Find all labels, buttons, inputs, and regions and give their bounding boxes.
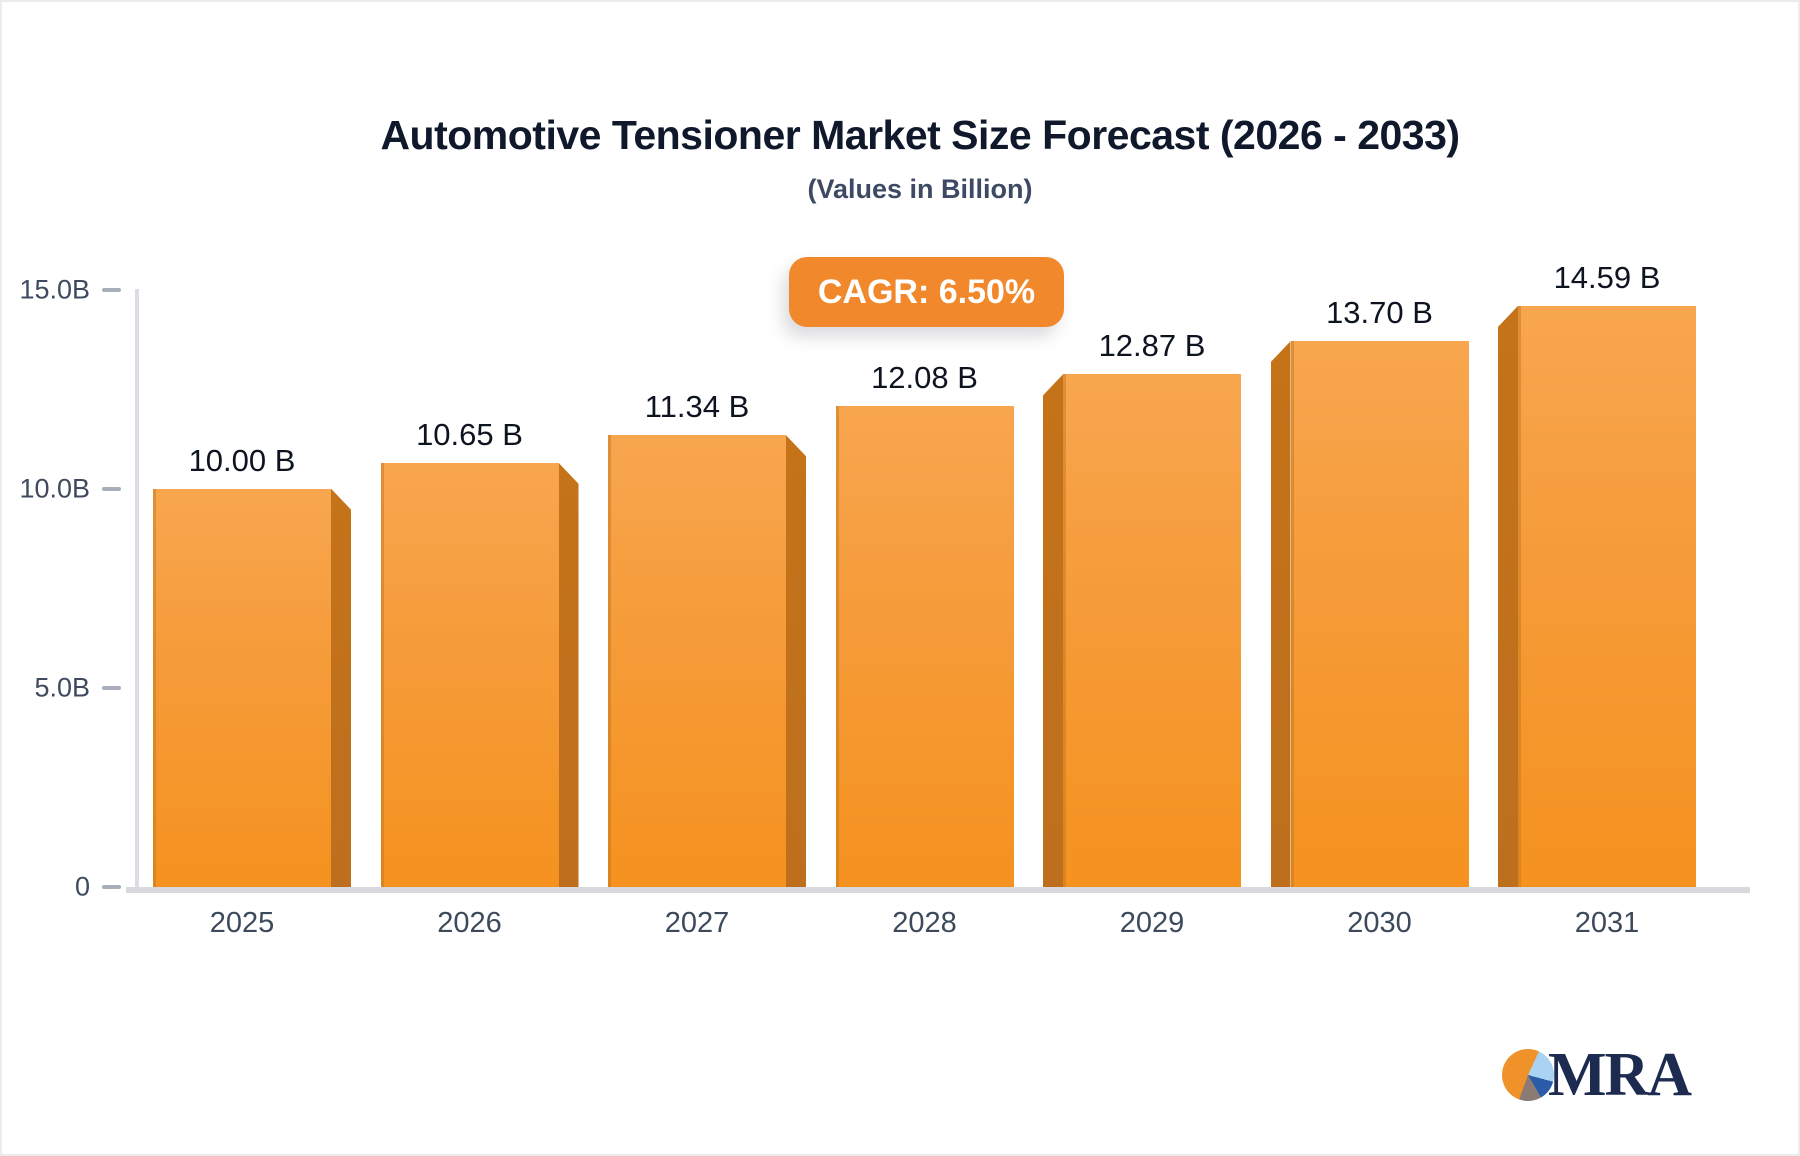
y-axis-tick-label: 10.0B (19, 473, 90, 504)
bar-2028 (835, 405, 1014, 890)
x-axis-label-2027: 2027 (664, 907, 730, 939)
bar-value-label-2031: 14.59 B (1553, 259, 1661, 295)
bar-2025-3d-side (331, 488, 351, 890)
x-axis-label-2028: 2028 (892, 907, 957, 939)
y-axis-tick-label: 0 (74, 871, 90, 902)
bar-2029-3d-side (1043, 374, 1063, 890)
bar-value-label-2026: 10.65 B (416, 416, 523, 452)
x-axis-label-2026: 2026 (437, 907, 502, 939)
y-axis-tick-mark (102, 685, 121, 690)
x-axis-label-2029: 2029 (1119, 907, 1185, 939)
cagr-badge: CAGR: 6.50% (789, 257, 1064, 327)
x-axis-label-2030: 2030 (1347, 907, 1412, 939)
y-axis-tick-mark (102, 287, 121, 292)
bar-2029 (1063, 374, 1241, 890)
brand-logo-text: MRA (1548, 1041, 1692, 1109)
bar-value-label-2029: 12.87 B (1098, 328, 1206, 364)
brand-logo: MRA (1502, 1040, 1742, 1110)
bar-2030 (1290, 341, 1469, 890)
y-axis-tick-label: 15.0B (19, 274, 90, 304)
bar-2025 (153, 488, 331, 890)
x-axis-label-2025: 2025 (209, 907, 275, 939)
x-axis-label-2031: 2031 (1574, 907, 1640, 939)
y-axis-line (135, 289, 139, 893)
y-axis-tick-mark (102, 885, 121, 889)
y-axis-tick-mark (102, 486, 121, 491)
y-axis-tick-label: 5.0B (34, 672, 90, 703)
pie-chart-logo-icon (1502, 1049, 1554, 1101)
bar-2026 (380, 462, 559, 890)
bar-2031 (1518, 305, 1696, 890)
bar-value-label-2027: 11.34 B (644, 389, 750, 425)
page-subtitle: (Values in Billion) (807, 174, 1033, 204)
bar-value-label-2025: 10.00 B (188, 442, 296, 478)
bar-2027 (608, 435, 786, 890)
bar-value-label-2030: 13.70 B (1326, 295, 1433, 331)
x-axis-baseline (126, 887, 1750, 893)
bar-value-label-2028: 12.08 B (871, 359, 978, 395)
bar-2026-3d-side (558, 462, 579, 890)
bar-2030-3d-side (1270, 341, 1291, 890)
page-title: Automotive Tensioner Market Size Forecas… (380, 112, 1460, 158)
bar-2027-3d-side (786, 435, 806, 890)
bar-2031-3d-side (1498, 305, 1518, 890)
cagr-badge-label: CAGR: 6.50% (817, 272, 1036, 311)
